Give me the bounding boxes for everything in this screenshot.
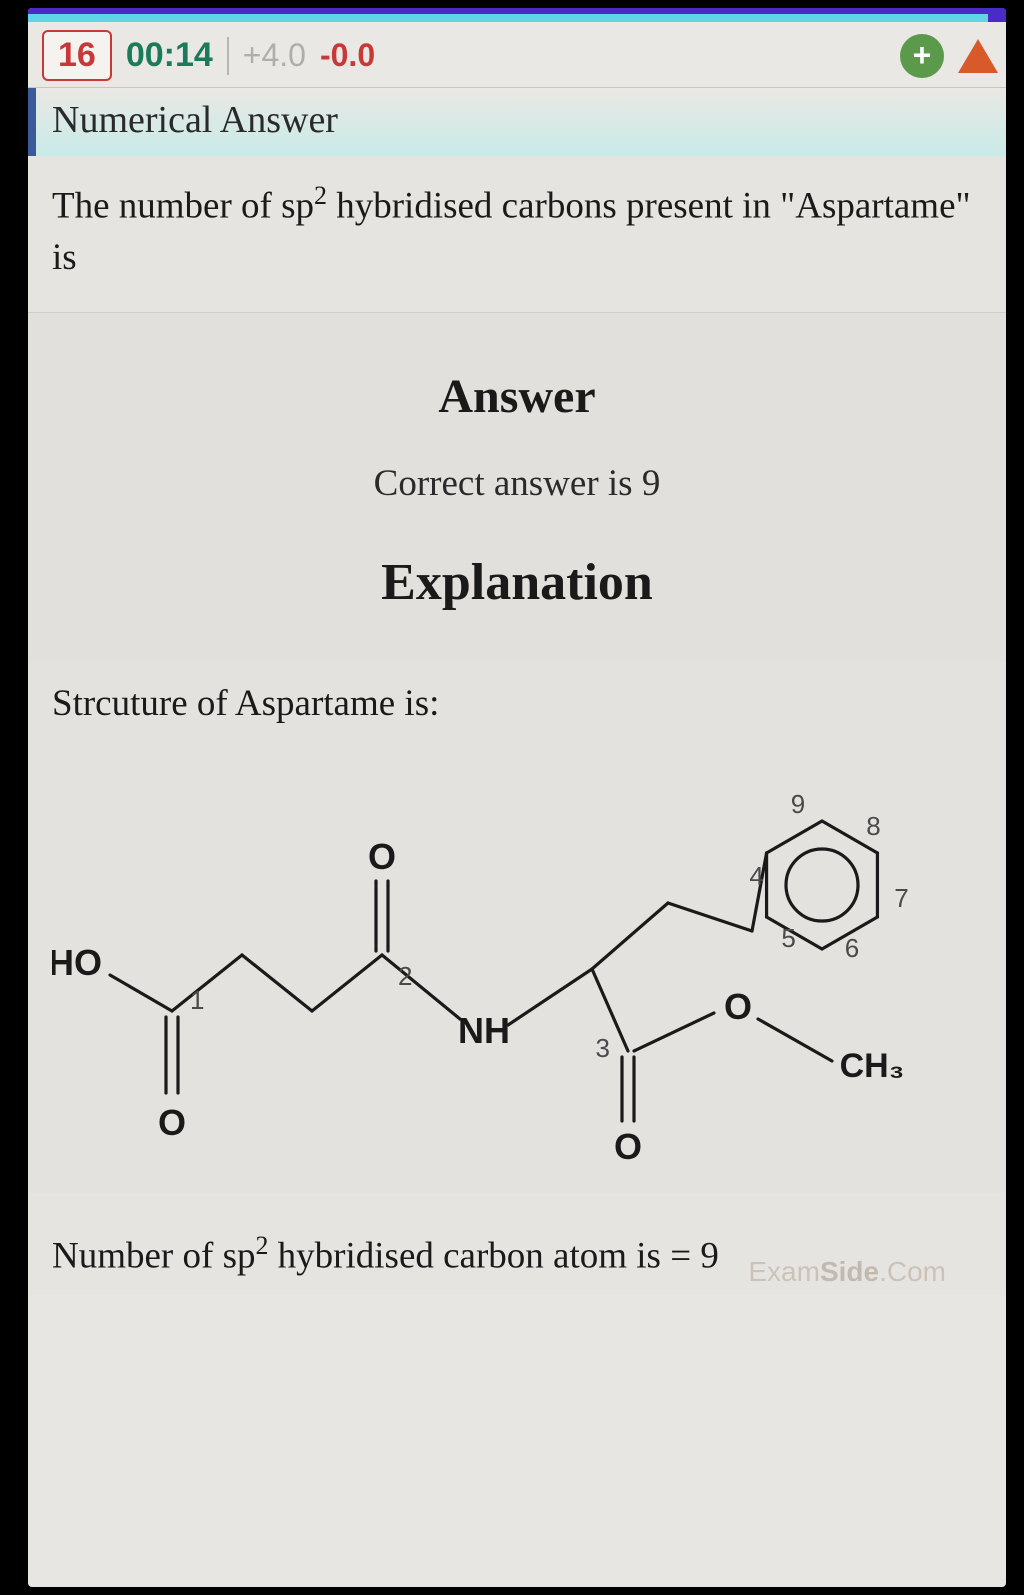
svg-text:7: 7 xyxy=(894,883,908,913)
svg-text:O: O xyxy=(368,836,396,877)
svg-text:2: 2 xyxy=(398,961,412,991)
svg-text:CH₃: CH₃ xyxy=(840,1047,905,1085)
timer: 00:14 xyxy=(126,36,213,75)
explanation-intro: Strcuture of Aspartame is: xyxy=(52,682,982,725)
phone-frame: 16 00:14 +4.0 -0.0 + Numerical Answer Th… xyxy=(0,0,1024,1595)
c-sup: 2 xyxy=(255,1231,268,1260)
divider xyxy=(227,37,229,75)
conclusion-text: Number of sp2 hybridised carbon atom is … xyxy=(28,1193,1006,1295)
svg-text:4: 4 xyxy=(749,861,763,891)
add-icon[interactable]: + xyxy=(900,34,944,78)
marks-positive: +4.0 xyxy=(243,37,306,74)
explanation-block: Strcuture of Aspartame is: HO O 1 2 O NH 3 O O CH… xyxy=(28,662,1006,1193)
marks-negative: -0.0 xyxy=(320,37,375,74)
q-sup: 2 xyxy=(314,181,327,210)
svg-text:5: 5 xyxy=(781,923,795,953)
answer-text: Correct answer is 9 xyxy=(52,462,982,505)
status-bar xyxy=(28,8,1006,22)
question-number-badge[interactable]: 16 xyxy=(42,30,112,81)
svg-text:O: O xyxy=(614,1126,642,1167)
header-bar: 16 00:14 +4.0 -0.0 + xyxy=(28,22,1006,88)
answer-title: Answer xyxy=(52,369,982,424)
svg-text:O: O xyxy=(158,1102,186,1143)
c-pre: Number of sp xyxy=(52,1235,255,1276)
svg-text:1: 1 xyxy=(190,985,204,1015)
svg-text:3: 3 xyxy=(596,1033,610,1063)
c-post: hybridised carbon atom is = 9 xyxy=(268,1235,718,1276)
svg-text:8: 8 xyxy=(866,811,880,841)
screen: 16 00:14 +4.0 -0.0 + Numerical Answer Th… xyxy=(28,8,1006,1587)
aspartame-structure: HO O 1 2 O NH 3 O O CH₃ 4 5 6 7 8 9 xyxy=(52,743,992,1173)
explanation-title: Explanation xyxy=(52,553,982,612)
warning-icon[interactable] xyxy=(958,39,998,73)
answer-block: Answer Correct answer is 9 Explanation xyxy=(28,312,1006,662)
svg-text:NH: NH xyxy=(458,1010,510,1051)
q-pre: The number of sp xyxy=(52,185,314,226)
svg-text:O: O xyxy=(724,986,752,1027)
svg-text:6: 6 xyxy=(845,933,859,963)
svg-text:HO: HO xyxy=(52,942,102,983)
section-label: Numerical Answer xyxy=(28,88,1006,156)
question-text: The number of sp2 hybridised carbons pre… xyxy=(28,156,1006,312)
svg-text:9: 9 xyxy=(791,789,805,819)
